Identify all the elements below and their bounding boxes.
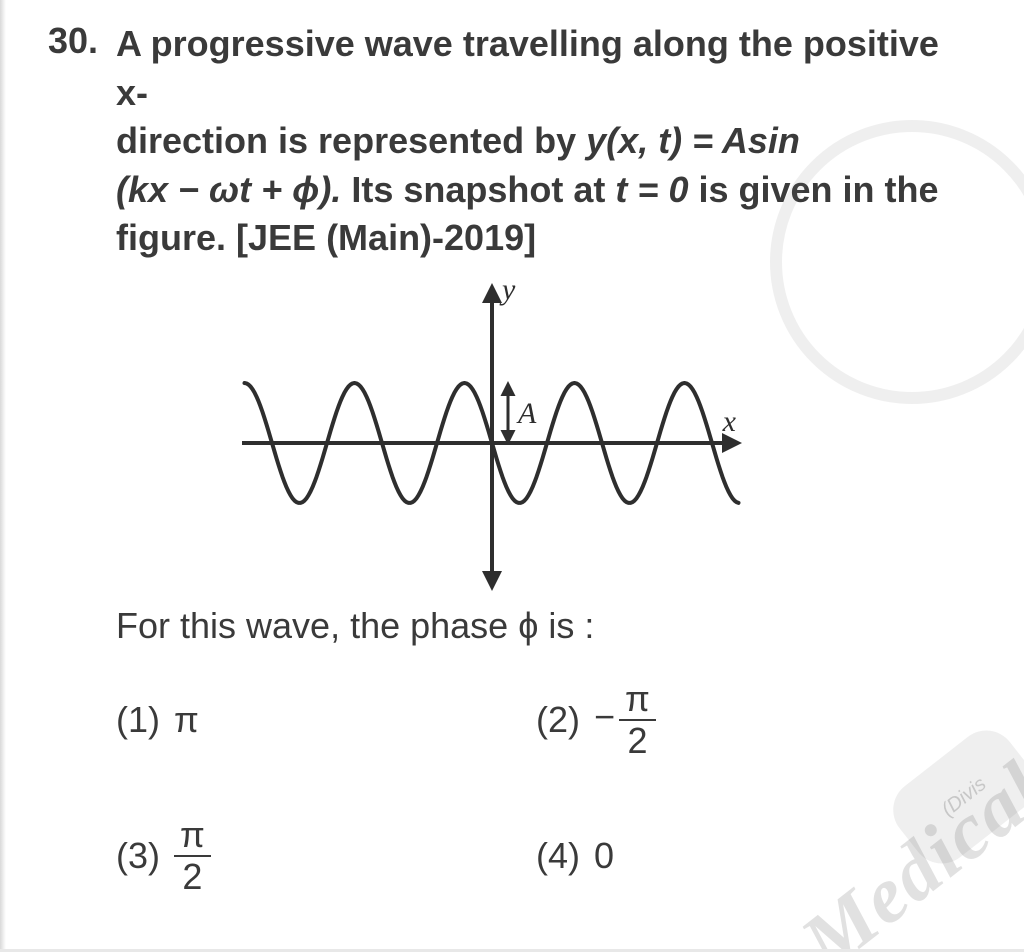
question-line-4: figure. [JEE (Main)-2019] <box>116 214 964 263</box>
option-2-value: −π2 <box>594 681 656 759</box>
option-3-den: 2 <box>182 857 202 895</box>
options-row-2: (3) π2 (4) 0 <box>116 817 964 895</box>
q-text-2a: direction is represented by <box>116 120 586 161</box>
q-text-3a: Its snapshot at <box>351 169 615 210</box>
option-4-value: 0 <box>594 835 614 877</box>
question-row: 30. A progressive wave travelling along … <box>20 20 964 263</box>
option-2-frac: π2 <box>619 681 656 759</box>
option-2-minus: − <box>594 696 615 737</box>
options-block: (1) π (2) −π2 (3) π2 (4) 0 <box>116 681 964 895</box>
option-3: (3) π2 <box>116 817 536 895</box>
option-2: (2) −π2 <box>536 681 656 759</box>
option-2-num: π <box>619 681 656 721</box>
wave-figure: y x A <box>232 273 752 593</box>
option-3-label: (3) <box>116 835 160 877</box>
option-1-label: (1) <box>116 699 160 741</box>
q-text-3b: is given in the <box>688 169 938 210</box>
q-eq-2: y(x, t) = Asin <box>586 120 800 161</box>
question-line-1: A progressive wave travelling along the … <box>116 20 964 117</box>
options-row-1: (1) π (2) −π2 <box>116 681 964 759</box>
question-body: A progressive wave travelling along the … <box>116 20 964 263</box>
option-3-frac: π2 <box>174 817 211 895</box>
option-1-value: π <box>174 699 199 741</box>
option-4-label: (4) <box>536 835 580 877</box>
figure-container: y x A <box>20 273 964 593</box>
question-line-2: direction is represented by y(x, t) = As… <box>116 117 964 166</box>
q-text-4: figure. <box>116 217 226 258</box>
option-2-label: (2) <box>536 699 580 741</box>
option-3-num: π <box>174 817 211 857</box>
svg-text:y: y <box>499 273 516 306</box>
answer-prompt: For this wave, the phase ϕ is : <box>116 605 964 647</box>
option-3-value: π2 <box>174 817 211 895</box>
page: 30. A progressive wave travelling along … <box>0 0 1024 952</box>
svg-text:A: A <box>516 397 537 430</box>
question-line-3: (kx − ωt + ϕ). Its snapshot at t = 0 is … <box>116 166 964 215</box>
option-4: (4) 0 <box>536 817 614 895</box>
svg-text:x: x <box>722 405 737 438</box>
q-eq-3b: t = 0 <box>615 169 688 210</box>
question-number: 30. <box>20 20 116 62</box>
exam-tag: [JEE (Main)-2019] <box>236 217 536 258</box>
option-2-den: 2 <box>627 721 647 759</box>
option-1: (1) π <box>116 681 536 759</box>
q-eq-3a: (kx − ωt + ϕ). <box>116 169 351 210</box>
left-vignette <box>0 0 6 952</box>
